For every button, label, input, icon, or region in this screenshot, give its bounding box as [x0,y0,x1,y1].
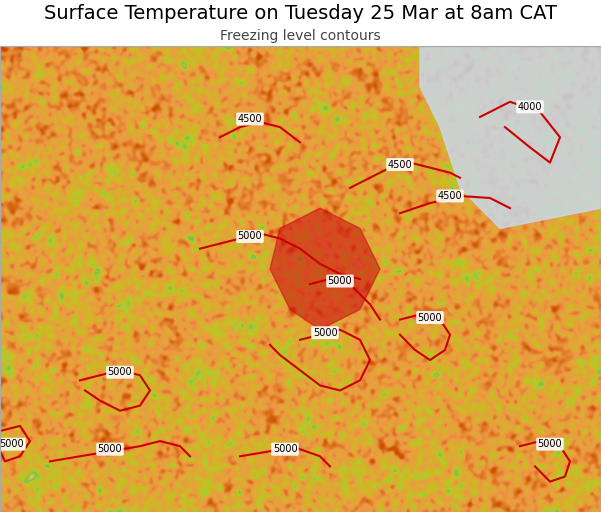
Text: 5000: 5000 [0,439,24,449]
Polygon shape [270,208,380,330]
Text: Freezing level contours: Freezing level contours [220,29,381,43]
Text: 5000: 5000 [273,444,297,454]
Polygon shape [420,46,601,228]
Text: 5000: 5000 [418,312,442,323]
Text: 4000: 4000 [517,102,542,112]
Text: 4500: 4500 [237,114,262,124]
Text: 4500: 4500 [438,191,462,201]
Text: 5000: 5000 [538,439,563,449]
Text: 5000: 5000 [313,328,337,338]
Text: 5000: 5000 [98,444,123,454]
Text: Surface Temperature on Tuesday 25 Mar at 8am CAT: Surface Temperature on Tuesday 25 Mar at… [44,4,557,24]
Text: 5000: 5000 [328,276,352,286]
Text: 4500: 4500 [388,160,412,169]
Text: 5000: 5000 [237,231,262,242]
Text: 5000: 5000 [108,367,132,377]
